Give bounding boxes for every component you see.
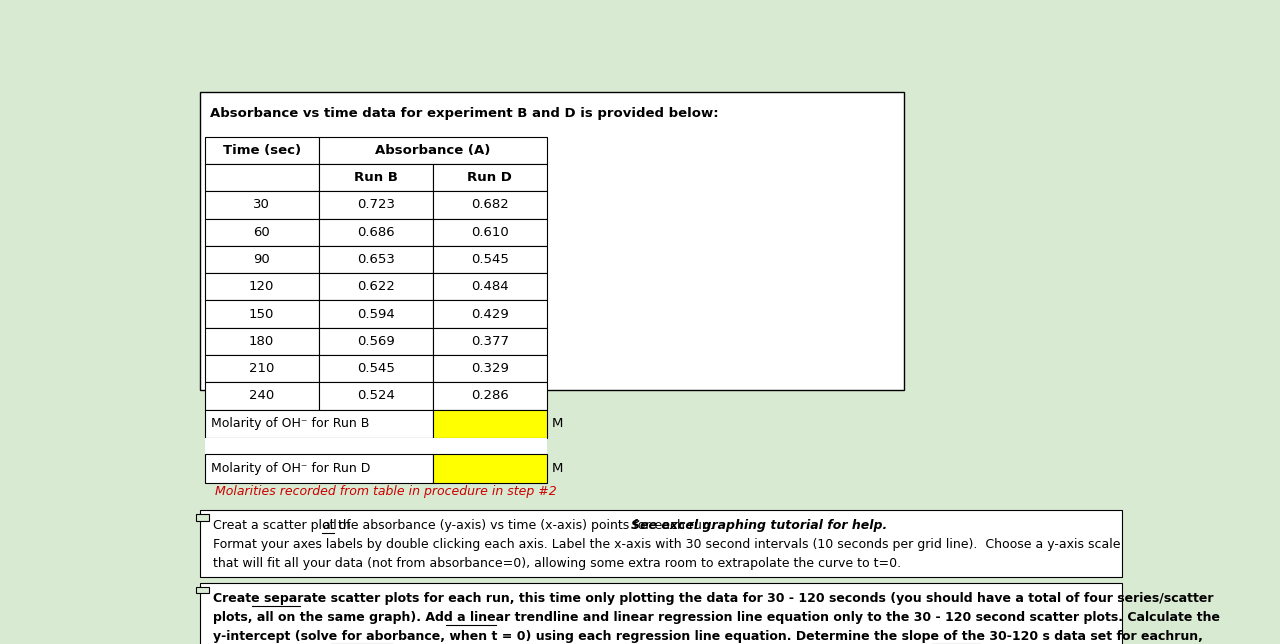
FancyBboxPatch shape (205, 191, 319, 218)
Text: Run B: Run B (353, 171, 398, 184)
Text: 0.594: 0.594 (357, 308, 394, 321)
FancyBboxPatch shape (319, 383, 433, 410)
FancyBboxPatch shape (433, 218, 547, 246)
Text: 0.686: 0.686 (357, 226, 394, 239)
Text: 0.545: 0.545 (357, 362, 394, 375)
Text: 150: 150 (250, 308, 274, 321)
Text: 180: 180 (250, 335, 274, 348)
Text: 240: 240 (250, 390, 274, 402)
FancyBboxPatch shape (319, 355, 433, 383)
Text: Absorbance (A): Absorbance (A) (375, 144, 490, 157)
Text: 0.682: 0.682 (471, 198, 508, 211)
FancyBboxPatch shape (205, 164, 319, 191)
Text: 0.484: 0.484 (471, 280, 508, 293)
Text: Format your axes labels by double clicking each axis. Label the x-axis with 30 s: Format your axes labels by double clicki… (212, 538, 1120, 551)
FancyBboxPatch shape (319, 137, 547, 164)
Text: the absorbance (y-axis) vs time (x-axis) points for each run.: the absorbance (y-axis) vs time (x-axis)… (334, 519, 718, 532)
FancyBboxPatch shape (205, 410, 433, 439)
Text: 0.610: 0.610 (471, 226, 508, 239)
FancyBboxPatch shape (433, 246, 547, 273)
FancyBboxPatch shape (433, 301, 547, 328)
Text: 0.569: 0.569 (357, 335, 394, 348)
Text: Molarity of OH⁻ for Run B: Molarity of OH⁻ for Run B (211, 417, 369, 430)
FancyBboxPatch shape (200, 92, 904, 390)
Text: 0.653: 0.653 (357, 253, 394, 266)
Text: 0.524: 0.524 (357, 390, 394, 402)
FancyBboxPatch shape (205, 273, 319, 301)
Text: Molarity of OH⁻ for Run D: Molarity of OH⁻ for Run D (211, 462, 370, 475)
Text: 0.622: 0.622 (357, 280, 394, 293)
FancyBboxPatch shape (433, 164, 547, 191)
Text: Run D: Run D (467, 171, 512, 184)
Text: Time (sec): Time (sec) (223, 144, 301, 157)
FancyBboxPatch shape (205, 454, 433, 483)
FancyBboxPatch shape (319, 164, 433, 191)
FancyBboxPatch shape (196, 514, 209, 520)
FancyBboxPatch shape (433, 355, 547, 383)
FancyBboxPatch shape (433, 454, 547, 483)
FancyBboxPatch shape (205, 301, 319, 328)
Text: plots, all on the same graph). Add a linear trendline and linear regression line: plots, all on the same graph). Add a lin… (212, 611, 1220, 624)
Text: 120: 120 (250, 280, 274, 293)
Text: that will fit all your data (not from absorbance=0), allowing some extra room to: that will fit all your data (not from ab… (212, 557, 901, 570)
FancyBboxPatch shape (433, 410, 547, 439)
Text: 0.723: 0.723 (357, 198, 394, 211)
Text: 0.286: 0.286 (471, 390, 508, 402)
Text: Molarities recorded from table in procedure in step #2: Molarities recorded from table in proced… (215, 486, 557, 498)
Text: 0.545: 0.545 (471, 253, 508, 266)
FancyBboxPatch shape (205, 383, 319, 410)
Text: 60: 60 (253, 226, 270, 239)
Text: all: all (323, 519, 337, 532)
FancyBboxPatch shape (200, 583, 1123, 644)
FancyBboxPatch shape (196, 587, 209, 593)
FancyBboxPatch shape (205, 328, 319, 355)
Text: 30: 30 (253, 198, 270, 211)
FancyBboxPatch shape (433, 191, 547, 218)
FancyBboxPatch shape (319, 301, 433, 328)
Text: Create separate scatter plots for each run, this time only plotting the data for: Create separate scatter plots for each r… (212, 592, 1213, 605)
FancyBboxPatch shape (319, 328, 433, 355)
Text: 90: 90 (253, 253, 270, 266)
FancyBboxPatch shape (433, 273, 547, 301)
FancyBboxPatch shape (205, 218, 319, 246)
FancyBboxPatch shape (319, 191, 433, 218)
Text: 0.329: 0.329 (471, 362, 508, 375)
Text: 0.429: 0.429 (471, 308, 508, 321)
Text: See excel graphing tutorial for help.: See excel graphing tutorial for help. (631, 519, 887, 532)
Text: 210: 210 (250, 362, 274, 375)
Text: Creat a scatter plot of: Creat a scatter plot of (212, 519, 355, 532)
FancyBboxPatch shape (205, 137, 319, 164)
Text: M: M (552, 462, 563, 475)
FancyBboxPatch shape (200, 510, 1123, 577)
FancyBboxPatch shape (319, 246, 433, 273)
Text: 0.377: 0.377 (471, 335, 509, 348)
Text: Absorbance vs time data for experiment B and D is provided below:: Absorbance vs time data for experiment B… (210, 107, 718, 120)
Text: y-intercept (solve for aborbance, when t = 0) using each regression line equatio: y-intercept (solve for aborbance, when t… (212, 630, 1202, 643)
FancyBboxPatch shape (205, 439, 547, 454)
FancyBboxPatch shape (319, 273, 433, 301)
FancyBboxPatch shape (433, 383, 547, 410)
FancyBboxPatch shape (205, 246, 319, 273)
Text: M: M (552, 417, 563, 430)
FancyBboxPatch shape (319, 218, 433, 246)
FancyBboxPatch shape (205, 355, 319, 383)
FancyBboxPatch shape (433, 328, 547, 355)
